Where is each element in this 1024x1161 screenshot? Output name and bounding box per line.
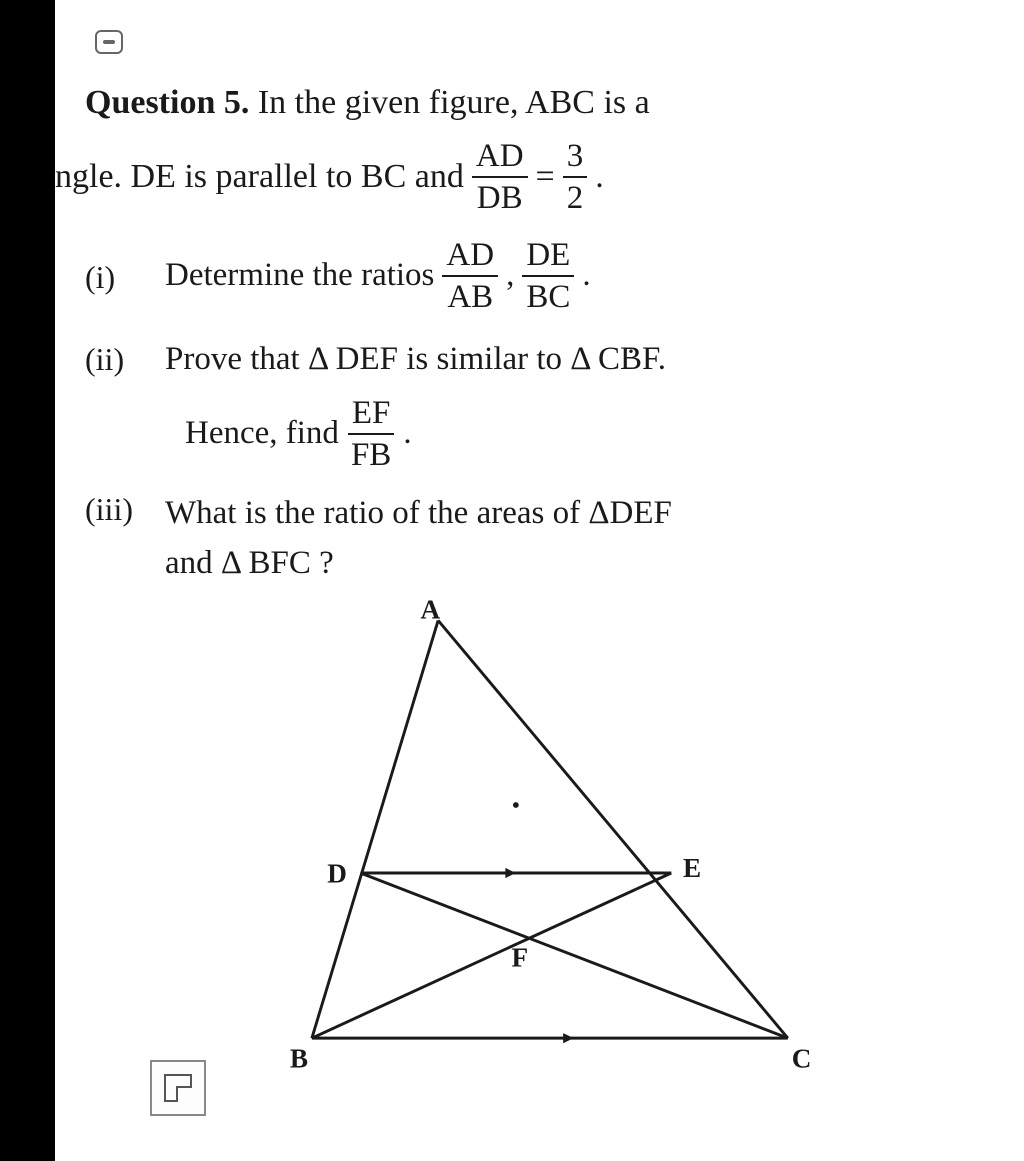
period: . — [595, 151, 604, 204]
question-heading: Question 5. In the given figure, ABC is … — [85, 77, 1004, 128]
fraction-3-2: 3 2 — [563, 138, 588, 217]
b-dot-accent: B — [620, 341, 642, 377]
arrow-in-icon — [175, 1087, 189, 1101]
svg-text:A: A — [420, 595, 440, 625]
part-iii-row: (iii) What is the ratio of the areas of … — [85, 489, 1004, 588]
part-i-text: Determine the ratios — [165, 251, 434, 301]
question-intro-1: In the given figure, ABC is a — [249, 84, 649, 121]
part-iii-label: (iii) — [85, 489, 165, 528]
intro-line2-prefix: ngle. DE is parallel to BC and — [55, 151, 464, 204]
svg-text:E: E — [682, 853, 700, 883]
svg-text:D: D — [327, 859, 347, 889]
expand-icon[interactable] — [150, 1060, 206, 1116]
part-ii-label: (ii) — [85, 341, 165, 378]
triangle-diagram: A B C D E F — [85, 594, 1004, 1084]
fraction-ef-fb: EF FB — [347, 395, 395, 474]
part-i-tail: . — [582, 251, 590, 301]
svg-text:B: B — [289, 1044, 307, 1074]
part-i-content: Determine the ratios AD AB , DE BC . — [165, 237, 591, 316]
link-icon — [95, 30, 123, 54]
part-ii-hence: Hence, find EF FB . — [185, 395, 1004, 474]
part-ii-tail: . — [403, 415, 411, 452]
expand-icon-inner — [164, 1074, 192, 1102]
hence-prefix: Hence, find — [185, 415, 339, 452]
question-given-line: ngle. DE is parallel to BC and AD DB = 3… — [55, 138, 1004, 217]
question-number: Question 5. — [85, 84, 249, 121]
part-ii-line1: Prove that Δ DEF is similar to Δ CBF. — [165, 335, 666, 385]
svg-text:C: C — [791, 1044, 811, 1074]
geometry-svg: A B C D E F — [205, 594, 885, 1084]
part-iii-line1: What is the ratio of the areas of ΔDEF — [165, 489, 672, 539]
fraction-ad-ab: AD AB — [442, 237, 498, 316]
part-i-label: (i) — [85, 237, 165, 296]
part-iii-content: What is the ratio of the areas of ΔDEF a… — [165, 489, 672, 588]
document-page: Question 5. In the given figure, ABC is … — [55, 0, 1024, 1161]
part-ii-row: (ii) Prove that Δ DEF is similar to Δ CB… — [85, 335, 1004, 385]
equals-sign: = — [536, 151, 555, 204]
fraction-ad-db: AD DB — [472, 138, 528, 217]
part-iii-line2: and Δ BFC ? — [165, 539, 672, 589]
comma: , — [506, 251, 514, 301]
svg-text:F: F — [511, 943, 528, 973]
part-i-row: (i) Determine the ratios AD AB , DE BC . — [85, 237, 1004, 316]
fraction-de-bc: DE BC — [522, 237, 574, 316]
